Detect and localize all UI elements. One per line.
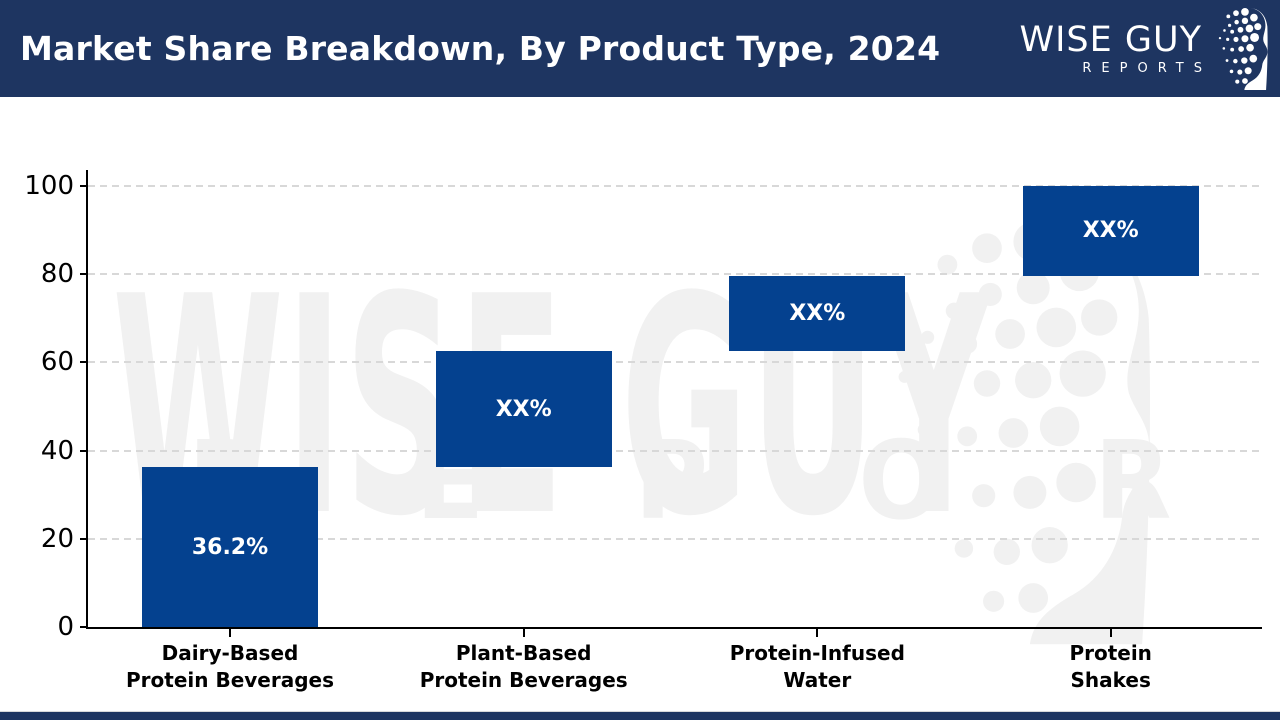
gridline-40 <box>88 449 1262 452</box>
x-axis-tick <box>229 629 231 637</box>
gridline-80 <box>88 273 1262 276</box>
brand-logo-text: WISE GUY REPORTS <box>1019 19 1202 75</box>
x-axis-tick <box>816 629 819 637</box>
bar-value-label: XX% <box>495 396 552 422</box>
y-axis-tick-label: 40 <box>40 435 74 466</box>
x-axis-line <box>86 627 1262 629</box>
bar-segment-4: XX% <box>1022 186 1199 276</box>
y-axis-tick <box>80 273 88 276</box>
gridline-60 <box>88 361 1262 364</box>
bar-value-label: XX% <box>789 300 846 326</box>
y-axis-tick-label: 80 <box>40 259 74 290</box>
bar-value-label: 36.2% <box>191 534 269 560</box>
y-axis-tick-label: 0 <box>57 612 74 642</box>
x-axis-category-label: Protein-Infused Water <box>729 641 905 692</box>
bar-segment-1: 36.2% <box>142 467 318 627</box>
y-axis-tick <box>80 185 88 187</box>
bar-segment-3: XX% <box>729 275 906 352</box>
header-band: Market Share Breakdown, By Product Type,… <box>0 0 1280 97</box>
x-axis-category-label: Plant-Based Protein Beverages <box>419 641 628 692</box>
dotted-face-profile-icon <box>1204 7 1268 91</box>
y-axis-tick-label: 60 <box>40 347 74 378</box>
y-axis-tick <box>80 449 88 452</box>
bar-value-label: XX% <box>1082 218 1139 244</box>
gridline-20 <box>88 537 1262 540</box>
y-axis-tick-label: 100 <box>24 171 74 201</box>
y-axis-tick <box>80 537 88 540</box>
y-axis-tick <box>80 361 88 364</box>
footer-bar <box>0 712 1280 720</box>
y-axis-tick-label: 20 <box>40 523 74 554</box>
x-axis-category-label: Dairy-Based Protein Beverages <box>126 641 334 692</box>
brand-logo: WISE GUY REPORTS <box>1019 0 1268 97</box>
footer-divider <box>0 711 1280 712</box>
y-axis-tick <box>80 626 88 628</box>
gridline-100 <box>88 185 1262 187</box>
x-axis-category-label: Protein Shakes <box>1069 641 1152 692</box>
x-axis-tick <box>1109 629 1112 637</box>
bar-segment-2: XX% <box>435 351 612 468</box>
brand-logo-name: WISE GUY <box>1019 19 1202 60</box>
y-axis-line <box>86 170 88 627</box>
brand-logo-subtitle: REPORTS <box>1082 60 1212 76</box>
page-title: Market Share Breakdown, By Product Type,… <box>20 29 941 68</box>
x-axis-tick <box>522 629 525 637</box>
